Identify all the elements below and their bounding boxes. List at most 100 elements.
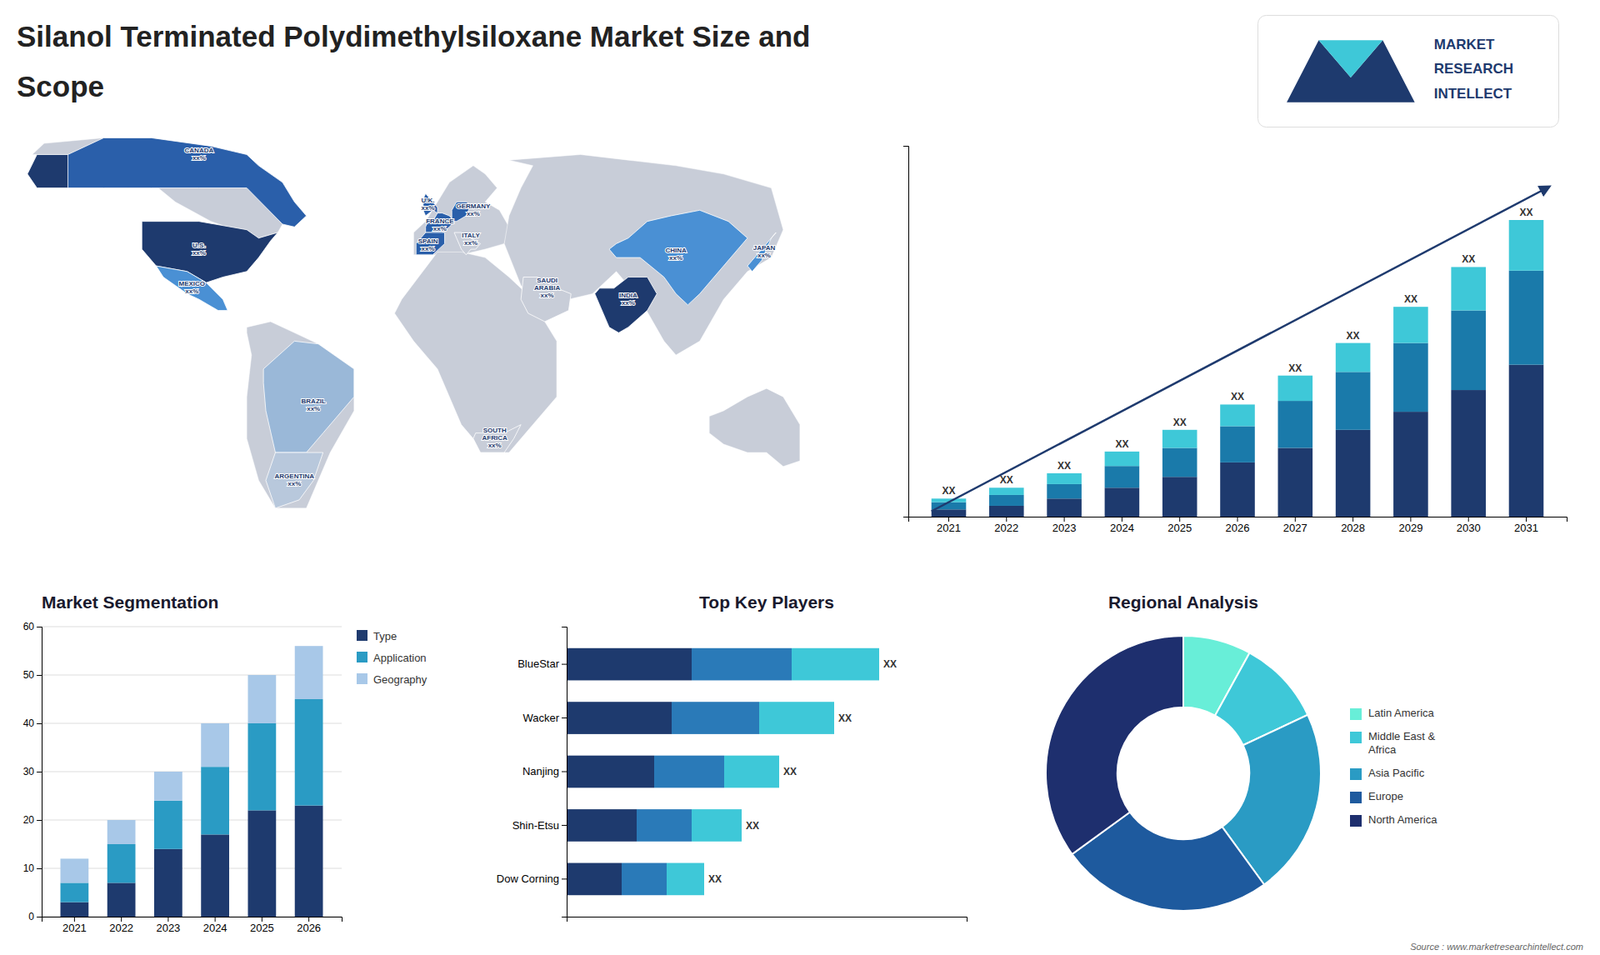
text-line: CHINA bbox=[665, 246, 687, 255]
text-line: ITALY bbox=[461, 231, 480, 240]
bar-series bbox=[60, 645, 324, 883]
bar-segment bbox=[60, 902, 90, 917]
tick: 2023 bbox=[1052, 516, 1077, 535]
text-line: xx% bbox=[185, 287, 199, 295]
bar-segment bbox=[666, 863, 705, 896]
text-line: xx% bbox=[488, 441, 502, 450]
data-label: XX bbox=[1346, 330, 1360, 342]
tick-mark bbox=[561, 825, 567, 826]
data-label: XX bbox=[1230, 390, 1245, 403]
tick-label: 2023 bbox=[155, 921, 180, 935]
bars bbox=[931, 220, 1545, 517]
trend-arrow bbox=[931, 186, 1550, 511]
tick-mark bbox=[561, 878, 567, 880]
tick-mark bbox=[36, 626, 42, 628]
legend-label: Latin America bbox=[1368, 706, 1435, 720]
text-line: GERMANY bbox=[455, 202, 491, 210]
text-line: SPAIN bbox=[418, 237, 439, 245]
legend-swatch bbox=[356, 673, 368, 685]
map-label: U.S.xx% bbox=[192, 241, 206, 257]
tick: 10 bbox=[23, 862, 42, 875]
bar-segment bbox=[1105, 451, 1140, 466]
tick-mark bbox=[74, 916, 75, 922]
grid bbox=[41, 626, 342, 917]
tick-mark bbox=[1237, 516, 1239, 522]
bar-segment bbox=[566, 863, 622, 896]
tick-label: 2028 bbox=[1340, 521, 1365, 535]
tick: 2030 bbox=[1456, 516, 1481, 535]
bar-segment bbox=[1509, 365, 1545, 517]
tick: 2022 bbox=[994, 516, 1019, 535]
data-label: XX bbox=[883, 658, 897, 670]
country bbox=[425, 213, 455, 233]
x-axis bbox=[567, 917, 968, 923]
bar-series bbox=[621, 648, 792, 895]
y-axis: BlueStarWackerNanjingShin-EtsuDow Cornin… bbox=[496, 627, 568, 918]
map-label: SPAINxx% bbox=[418, 237, 439, 253]
tick-mark bbox=[1121, 516, 1123, 522]
donut-chart: Regional AnalysisLatin AmericaMiddle Eas… bbox=[1045, 592, 1438, 911]
text-line: xx% bbox=[757, 251, 771, 260]
bar-segment bbox=[791, 648, 880, 681]
tick: Dow Corning bbox=[496, 872, 567, 885]
tick-mark bbox=[1352, 516, 1354, 522]
tick: 2024 bbox=[203, 916, 228, 935]
tick-label: 2026 bbox=[296, 921, 321, 935]
bar-segment bbox=[295, 699, 324, 806]
legend-swatch bbox=[356, 630, 368, 641]
legend-entry: Geography bbox=[356, 673, 428, 686]
tick-mark bbox=[36, 868, 42, 870]
map-label: MEXICOxx% bbox=[179, 280, 206, 295]
bar-segment bbox=[1450, 266, 1486, 310]
tick-label: 0 bbox=[28, 910, 35, 923]
bar-segment bbox=[154, 800, 183, 850]
tick: Nanjing bbox=[522, 765, 567, 778]
text-line: Asia Pacific bbox=[1368, 766, 1425, 780]
logo-text: RESEARCH bbox=[1434, 60, 1514, 77]
landmass bbox=[413, 165, 509, 255]
tick-label: 2024 bbox=[203, 921, 228, 935]
country bbox=[595, 276, 657, 333]
text-line: xx% bbox=[421, 204, 435, 212]
country bbox=[44, 137, 307, 227]
tick-mark bbox=[1179, 516, 1180, 522]
bar-segment bbox=[621, 863, 667, 896]
tick-mark bbox=[36, 820, 42, 821]
country bbox=[520, 276, 571, 321]
data-label: XX bbox=[1173, 416, 1187, 429]
tick: 2025 bbox=[250, 916, 275, 935]
axis-line bbox=[561, 627, 568, 918]
tick: Wacker bbox=[522, 711, 567, 725]
data-labels: XXXXXXXXXX bbox=[708, 658, 897, 885]
text-line: Latin America bbox=[1368, 706, 1435, 720]
country bbox=[27, 154, 69, 188]
country bbox=[263, 340, 355, 453]
tick-label: 2022 bbox=[994, 521, 1019, 535]
bar-segment bbox=[154, 771, 183, 801]
legend-label: Europe bbox=[1368, 790, 1404, 803]
legend-label: Type bbox=[373, 630, 397, 643]
bar-segment bbox=[60, 882, 90, 902]
logo: MARKET RESEARCH INTELLECT bbox=[1258, 15, 1560, 127]
logo-text: MARKET bbox=[1434, 36, 1495, 53]
tick-mark bbox=[1410, 516, 1411, 522]
tick-mark bbox=[561, 717, 567, 719]
legend-label: Application bbox=[373, 651, 427, 665]
bar-segment bbox=[1393, 411, 1429, 517]
logo-text: INTELLECT bbox=[1434, 85, 1513, 102]
axis-line bbox=[567, 917, 968, 923]
bar-segment bbox=[1162, 476, 1198, 517]
tick-label: 2021 bbox=[936, 521, 961, 535]
bar-segment bbox=[154, 849, 183, 917]
slices bbox=[1045, 635, 1321, 911]
data-label: XX bbox=[708, 873, 722, 885]
bar-segment bbox=[1278, 375, 1314, 401]
country bbox=[747, 232, 776, 272]
bar-segment bbox=[759, 701, 835, 735]
legend-entry: Latin America bbox=[1350, 706, 1435, 720]
bar-segment bbox=[248, 810, 277, 917]
legend-entry: Middle East &Africa bbox=[1350, 730, 1436, 756]
text-line: Europe bbox=[1368, 790, 1404, 803]
bar-segment bbox=[1220, 462, 1255, 517]
tick-mark bbox=[1468, 516, 1470, 522]
